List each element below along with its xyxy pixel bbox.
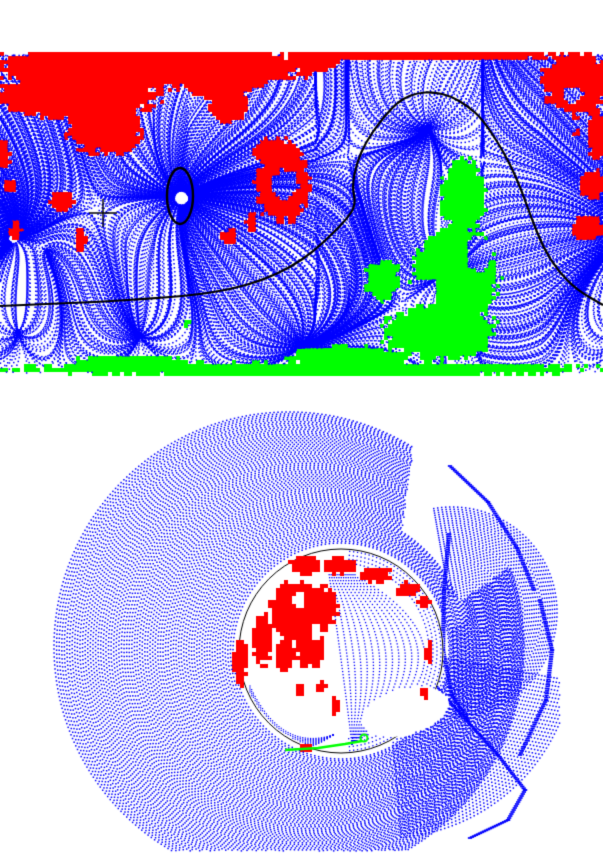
sphere-field-line-panel (0, 400, 603, 853)
synoptic-map-panel (0, 0, 603, 400)
